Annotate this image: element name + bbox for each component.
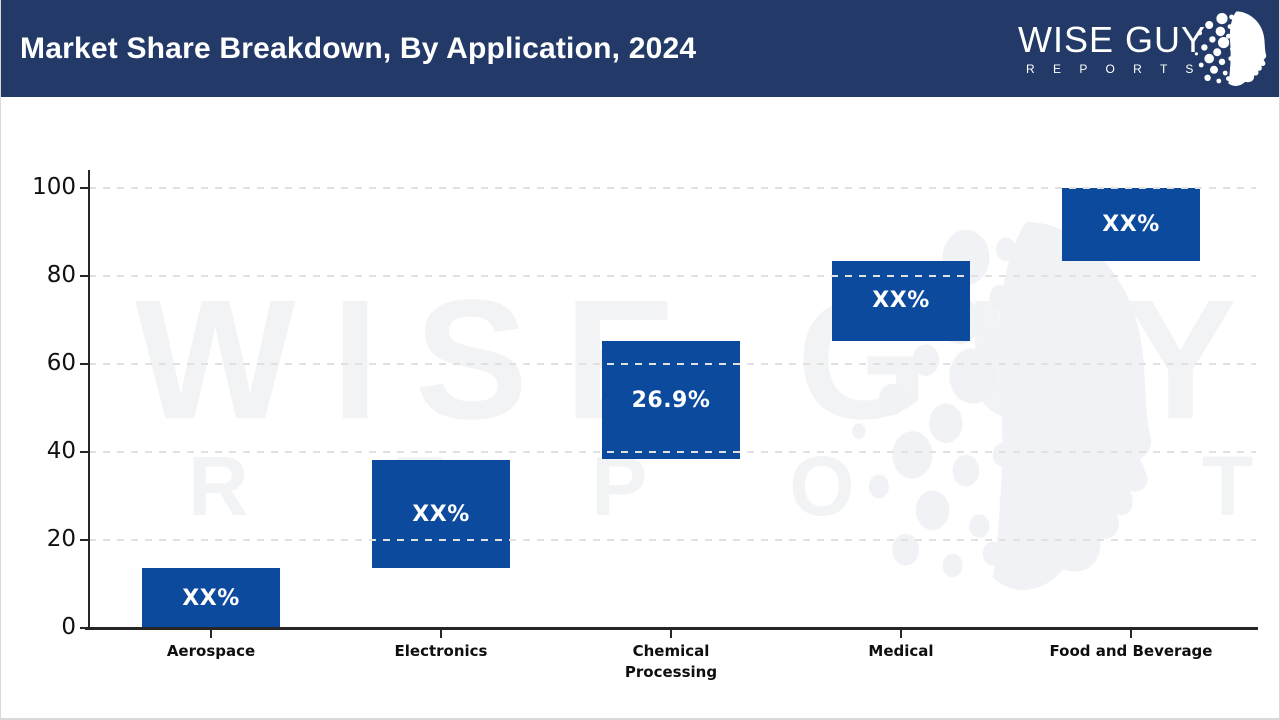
y-tick-label: 100 (32, 174, 76, 200)
y-tick-label: 80 (46, 262, 76, 288)
wise-guy-reports-logo: WISE GUY R E P O R T S (1018, 6, 1270, 92)
x-category-label-line: Processing (624, 663, 718, 681)
grid-line (89, 539, 1256, 541)
logo-head-icon (1194, 10, 1267, 86)
bar-value-label: 26.9% (631, 387, 711, 413)
header-bar: Market Share Breakdown, By Application, … (0, 0, 1280, 97)
logo-text: WISE GUY R E P O R T S (1017, 18, 1206, 76)
x-category-label: Electronics (326, 641, 556, 662)
x-category-label-line: Medical (868, 642, 934, 660)
bar: XX% (1062, 188, 1200, 261)
bar: 26.9% (602, 341, 740, 460)
grid-line (89, 275, 1256, 277)
x-tick-mark (900, 630, 902, 638)
y-tick-mark (80, 363, 88, 365)
grid-line (89, 363, 1256, 365)
x-category-label-line: Electronics (394, 642, 488, 660)
x-category-label-line: Food and Beverage (1049, 642, 1213, 660)
y-tick-mark (80, 451, 88, 453)
x-category-label: Medical (786, 641, 1016, 662)
x-tick-mark (210, 630, 212, 638)
bar-value-label: XX% (182, 585, 240, 611)
x-category-label: Aerospace (96, 641, 326, 662)
bar-value-label: XX% (1102, 211, 1160, 237)
logo-wordmark: WISE GUY (1017, 18, 1206, 60)
y-axis-line (88, 170, 90, 629)
y-tick-label: 20 (46, 526, 76, 552)
y-tick-mark (80, 275, 88, 277)
x-category-label-line: Aerospace (166, 642, 256, 660)
y-tick-label: 60 (46, 350, 76, 376)
logo-subtitle: R E P O R T S (1026, 61, 1201, 76)
x-axis-line (85, 627, 1258, 630)
bar: XX% (832, 261, 970, 341)
y-tick-mark (80, 627, 88, 629)
y-tick-label: 40 (46, 438, 76, 464)
y-tick-mark (80, 539, 88, 541)
bar: XX% (372, 460, 510, 569)
x-tick-mark (670, 630, 672, 638)
x-category-label: Food and Beverage (1016, 641, 1246, 662)
x-category-label-line: Chemical (632, 642, 710, 660)
grid-line (89, 451, 1256, 453)
y-tick-label: 0 (61, 614, 76, 640)
grid-line (89, 187, 1256, 189)
page-title: Market Share Breakdown, By Application, … (20, 31, 697, 65)
bar-value-label: XX% (412, 501, 470, 527)
y-tick-mark (80, 187, 88, 189)
x-tick-mark (1130, 630, 1132, 638)
bar: XX% (142, 568, 280, 628)
bar-value-label: XX% (872, 288, 930, 314)
x-category-label: Chemical Processing (556, 641, 786, 683)
x-tick-mark (440, 630, 442, 638)
